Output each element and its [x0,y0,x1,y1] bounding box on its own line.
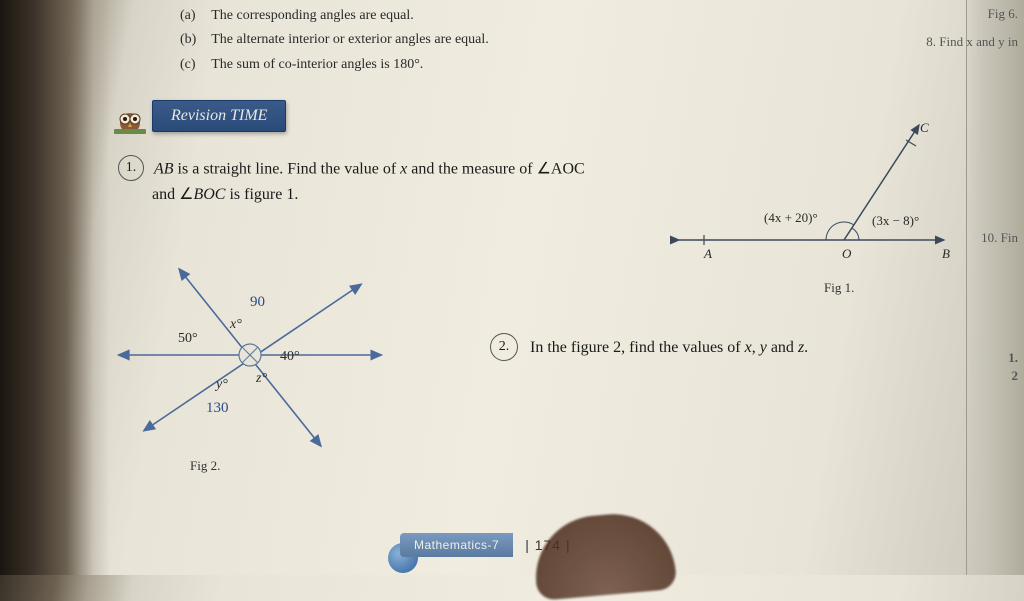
item-letter: (b) [180,29,208,51]
list-item-a: (a) The corresponding angles are equal. [180,5,964,27]
list-item-c: (c) The sum of co-interior angles is 180… [180,54,964,76]
q1-boc: BOC [193,186,225,203]
item-letter: (a) [180,5,208,27]
figure-1-caption: Fig 1. [824,280,854,296]
angle-y: y° [214,377,228,392]
next-page-n1: 1. [1008,350,1018,366]
point-o-label: O [842,246,852,261]
item-letter: (c) [180,54,208,76]
question-1: 1. AB is a straight line. Find the value… [110,157,670,207]
question-number: 2. [490,333,518,361]
q1-text: is a straight line. Find the value of [174,160,401,177]
q2-text: , [752,339,760,356]
question-2: 2. In the figure 2, find the values of x… [490,335,808,363]
next-page-q8: 8. Find x and y in [926,34,1018,50]
q1-ab: AB [154,160,174,177]
figure-2: 50° 40° x° y° z° 90 130 Fig 2. [100,260,400,470]
handwritten-130: 130 [206,400,229,416]
angle-4x20: (4x + 20)° [764,210,818,225]
next-page-n2: 2 [1012,368,1019,384]
point-b-label: B [942,246,950,261]
q1-text: and ∠ [152,186,193,203]
figure-2-caption: Fig 2. [190,458,220,474]
angle-z: z° [255,371,267,386]
q2-y: y [760,339,767,356]
angle-50: 50° [178,331,198,346]
q1-text: is figure 1. [225,186,298,203]
item-text: The sum of co-interior angles is 180°. [211,57,423,72]
q2-text: and [767,339,798,356]
angle-3x8: (3x − 8)° [872,213,919,228]
handwritten-90: 90 [250,294,265,310]
q2-text: . [804,339,808,356]
figure-1: A O B C (4x + 20)° (3x − 8)° Fig 1. [664,110,954,290]
book-spine-shadow [0,0,110,575]
list-item-b: (b) The alternate interior or exterior a… [180,29,964,51]
q1-text: and the measure of ∠AOC [407,160,584,177]
subject-badge: Mathematics-7 [400,533,513,557]
owl-icon [110,99,150,135]
textbook-page: (a) The corresponding angles are equal. … [0,0,1024,575]
point-c-label: C [920,120,929,135]
item-text: The corresponding angles are equal. [211,8,414,23]
q2-text: In the figure 2, find the values of [530,339,745,356]
point-a-label: A [703,246,712,261]
next-page-q10: 10. Fin [981,230,1018,246]
question-number: 1. [118,155,144,181]
properties-list: (a) The corresponding angles are equal. … [110,0,964,76]
angle-40: 40° [280,349,300,364]
next-page-fig6: Fig 6. [988,6,1018,22]
q2-x: x [745,339,752,356]
revision-time-badge: Revision TIME [152,100,286,132]
angle-x: x° [229,317,242,332]
item-text: The alternate interior or exterior angle… [211,32,489,47]
